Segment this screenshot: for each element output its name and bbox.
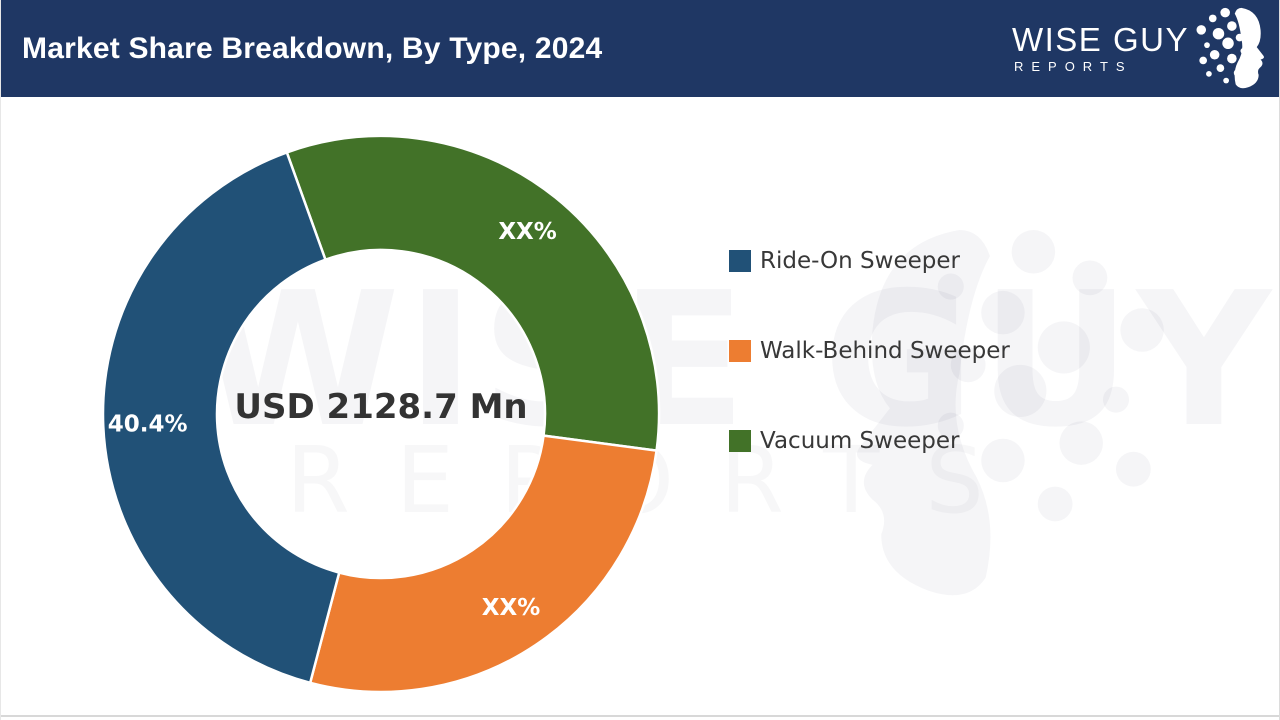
logo-text: WISE GUY REPORTS — [1012, 23, 1189, 74]
donut-chart: XX% XX% 40.4% — [101, 134, 661, 694]
legend-item: Vacuum Sweeper — [729, 429, 1010, 453]
slice-label: XX% — [498, 219, 557, 245]
donut-slice — [285, 134, 661, 452]
header-bar: Market Share Breakdown, By Type, 2024 WI… — [1, 0, 1279, 97]
donut-slice — [308, 434, 658, 694]
legend-item: Ride-On Sweeper — [729, 249, 1010, 273]
slice-label: XX% — [482, 595, 541, 621]
legend-swatch — [729, 250, 751, 272]
legend-swatch — [729, 430, 751, 452]
logo-line2: REPORTS — [1013, 59, 1133, 74]
chart-area: WISE GUY REPORTS XX%XX%40.4% USD 2128.7 … — [1, 97, 1279, 720]
donut-slice — [101, 151, 341, 685]
wise-guy-logo: WISE GUY REPORTS — [1012, 5, 1265, 93]
watermark-face-icon — [856, 230, 1164, 596]
slice-label: 40.4% — [108, 411, 188, 437]
legend-swatch — [729, 340, 751, 362]
legend-label: Walk-Behind Sweeper — [760, 338, 1010, 364]
bottom-rule — [1, 715, 1279, 717]
legend: Ride-On Sweeper Walk-Behind Sweeper Vacuum… — [729, 249, 1010, 519]
legend-item: Walk-Behind Sweeper — [729, 339, 1010, 363]
logo-face-icon — [1196, 7, 1264, 88]
donut-center-label: USD 2128.7 Mn — [234, 387, 528, 427]
chart-title: Market Share Breakdown, By Type, 2024 — [22, 31, 603, 65]
legend-label: Ride-On Sweeper — [760, 248, 960, 274]
logo-line1: WISE GUY — [1011, 21, 1189, 58]
legend-label: Vacuum Sweeper — [760, 428, 960, 454]
